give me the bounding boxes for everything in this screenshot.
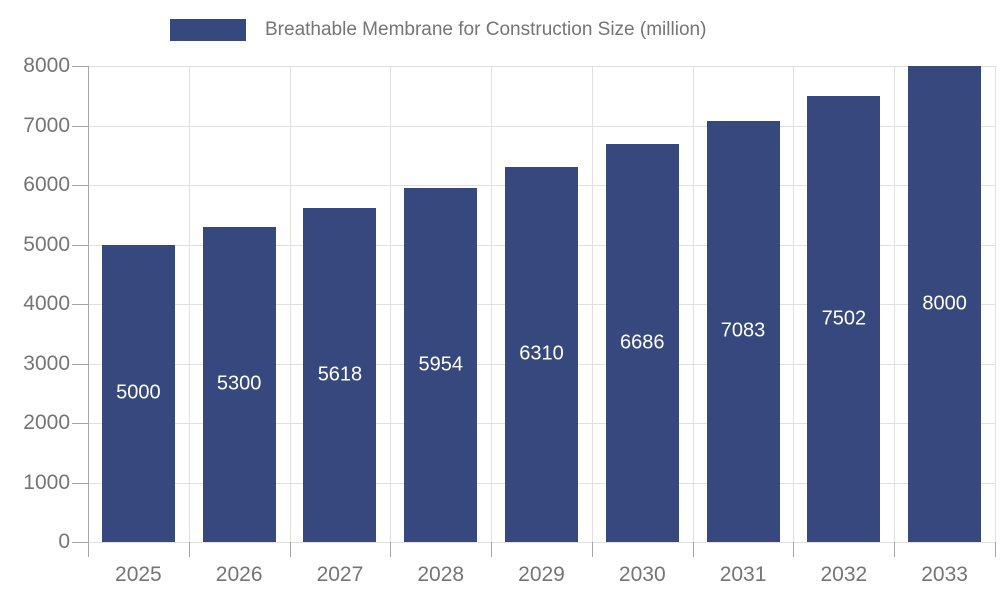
- x-gridline: [591, 66, 593, 542]
- x-axis-tick: [289, 542, 291, 557]
- bar-value-label: 5618: [317, 363, 363, 386]
- x-gridline: [491, 66, 493, 542]
- x-axis-tick: [793, 542, 795, 557]
- x-axis-tick: [692, 542, 694, 557]
- y-axis-tick: [72, 244, 88, 246]
- x-axis-tick: [188, 542, 190, 557]
- x-axis-tick-label: 2025: [115, 563, 162, 586]
- bar-value-label: 5000: [116, 381, 161, 404]
- legend[interactable]: Breathable Membrane for Construction Siz…: [170, 19, 706, 41]
- bar-value-label: 5954: [418, 353, 463, 376]
- x-gridline: [289, 66, 291, 542]
- bar-value-label: 6310: [519, 342, 564, 365]
- x-axis-tick-label: 2032: [820, 563, 868, 586]
- bar-2033[interactable]: [908, 66, 982, 542]
- y-axis-tick-label: 2000: [23, 411, 70, 434]
- x-gridline: [692, 66, 694, 542]
- bar-value-label: 7083: [720, 319, 766, 342]
- y-gridline: [88, 66, 995, 67]
- y-axis-tick: [72, 482, 88, 484]
- x-axis-tick: [995, 542, 996, 557]
- x-axis-tick-label: 2031: [719, 563, 767, 586]
- x-axis-tick: [491, 542, 493, 557]
- y-axis-line: [88, 66, 89, 557]
- x-gridline: [793, 66, 795, 542]
- y-gridline: [88, 542, 995, 543]
- x-gridline: [188, 66, 190, 542]
- bar-value-label: 8000: [922, 292, 967, 315]
- bar-2027[interactable]: [303, 207, 377, 542]
- y-axis-tick-label: 3000: [23, 351, 70, 375]
- bar-value-label: 5300: [216, 372, 262, 395]
- bar-2031[interactable]: [706, 120, 780, 542]
- x-axis-tick: [894, 542, 896, 557]
- y-axis-tick: [72, 304, 88, 305]
- x-axis-tick-label: 2033: [921, 563, 968, 586]
- y-axis-tick-label: 8000: [23, 54, 70, 77]
- x-axis-tick: [591, 542, 593, 557]
- y-axis-tick: [72, 66, 88, 67]
- x-gridline: [995, 66, 996, 542]
- legend-label: Breathable Membrane for Construction Siz…: [265, 19, 707, 40]
- bar-2026[interactable]: [202, 226, 276, 542]
- x-axis-tick-label: 2027: [316, 563, 364, 586]
- bar-2025[interactable]: [101, 244, 175, 542]
- x-axis-tick-label: 2028: [417, 563, 465, 586]
- x-gridline: [894, 66, 896, 542]
- bar-2032[interactable]: [807, 95, 881, 542]
- y-axis-tick: [72, 542, 88, 543]
- y-axis-tick-label: 0: [58, 530, 70, 553]
- x-axis-tick-label: 2029: [518, 563, 565, 586]
- x-axis-tick: [390, 542, 392, 557]
- y-axis-tick: [72, 125, 88, 127]
- x-axis-tick-label: 2030: [618, 563, 666, 586]
- bar-2030[interactable]: [605, 144, 679, 542]
- y-axis-tick: [72, 363, 88, 365]
- x-axis-tick-label: 2026: [215, 563, 263, 586]
- y-axis-tick-label: 6000: [23, 173, 70, 196]
- y-axis-tick: [72, 185, 88, 186]
- y-axis-tick-label: 4000: [23, 292, 70, 315]
- bar-value-label: 7502: [821, 307, 867, 330]
- legend-swatch: [170, 19, 246, 41]
- y-axis-tick-label: 7000: [23, 113, 70, 137]
- y-axis-tick-label: 1000: [23, 470, 70, 494]
- y-axis-tick-label: 5000: [23, 232, 70, 256]
- bar-value-label: 6686: [620, 331, 665, 354]
- y-axis-tick: [72, 423, 88, 424]
- bar-2029[interactable]: [505, 166, 578, 542]
- y-gridline: [88, 125, 995, 127]
- x-gridline: [390, 66, 392, 542]
- bar-2028[interactable]: [404, 187, 478, 542]
